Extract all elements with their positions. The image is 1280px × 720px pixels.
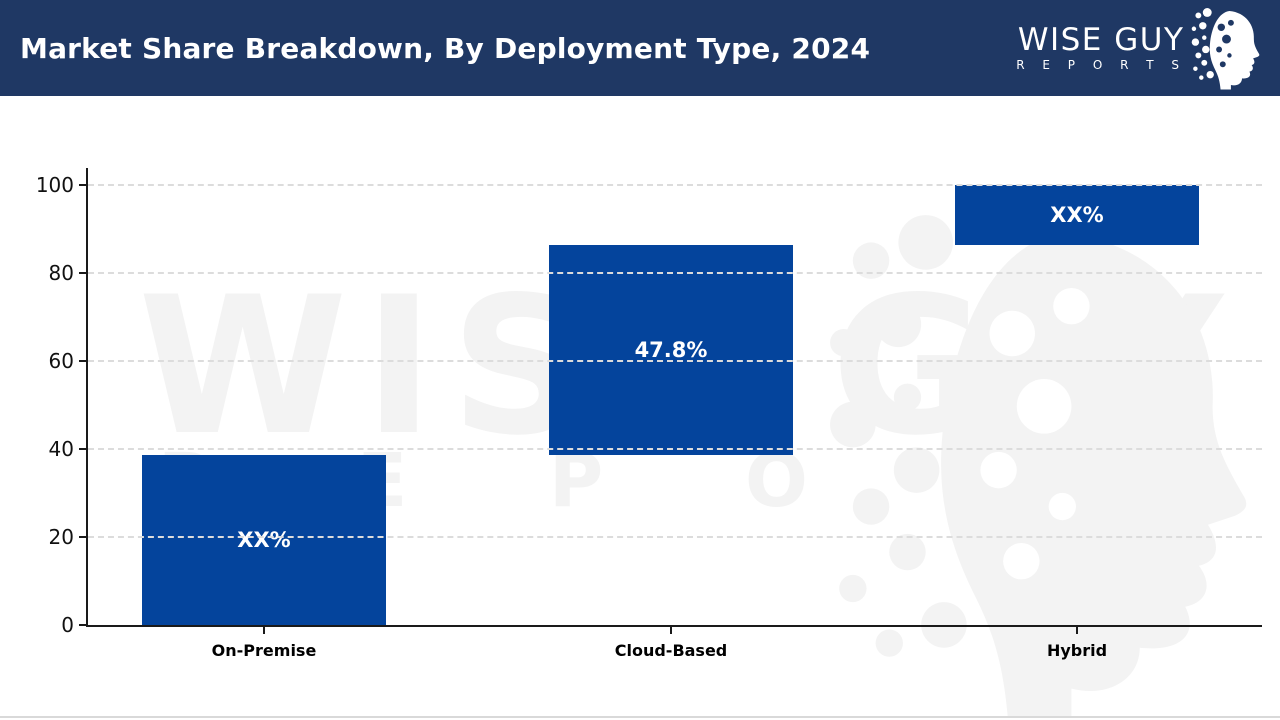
gridline-y20	[88, 536, 1262, 538]
chart-title: Market Share Breakdown, By Deployment Ty…	[20, 31, 871, 65]
bottom-border	[0, 716, 1280, 718]
bar-cloud-based: 47.8%	[549, 244, 793, 456]
logo-head-icon	[1191, 8, 1260, 90]
chart-area: WISE G Y R E P O R T S XX%4	[0, 96, 1280, 720]
x-axis-spine	[86, 625, 1262, 627]
y-axis-spine	[86, 168, 88, 627]
logo-text: WISE GUY R E P O R T S	[1016, 24, 1186, 73]
bar-value-label: XX%	[237, 528, 291, 553]
xtick-label-1: Cloud-Based	[614, 641, 728, 660]
gridline-y60	[88, 360, 1262, 362]
bar-on-premise: XX%	[142, 455, 386, 625]
gridline-y100	[88, 184, 1262, 186]
ytick-80	[79, 272, 88, 274]
xtick-1	[670, 625, 672, 634]
gridline-y80	[88, 272, 1262, 274]
ytick-label-0: 0	[61, 613, 74, 637]
ytick-60	[79, 360, 88, 362]
gridline-y40	[88, 448, 1262, 450]
bar-value-label: 47.8%	[634, 337, 708, 362]
header-bar: Market Share Breakdown, By Deployment Ty…	[0, 0, 1280, 96]
bar-value-label: XX%	[1050, 202, 1104, 227]
xtick-label-0: On-Premise	[211, 641, 317, 660]
ytick-0	[79, 624, 88, 626]
ytick-label-100: 100	[35, 173, 74, 197]
ytick-20	[79, 536, 88, 538]
xtick-2	[1076, 625, 1078, 634]
logo-wordmark: WISE GUY	[1017, 21, 1185, 58]
ytick-label-80: 80	[48, 261, 74, 285]
xtick-0	[263, 625, 265, 634]
ytick-label-40: 40	[48, 437, 74, 461]
ytick-label-20: 20	[48, 525, 74, 549]
ytick-40	[79, 448, 88, 450]
ytick-100	[79, 184, 88, 186]
watermark-head-icon	[830, 215, 1247, 716]
ytick-label-60: 60	[48, 349, 74, 373]
xtick-label-2: Hybrid	[1046, 641, 1108, 660]
logo-subtext: R E P O R T S	[1016, 58, 1186, 73]
wiseguy-logo: WISE GUY R E P O R T S	[1016, 0, 1262, 96]
bar-hybrid: XX%	[955, 185, 1199, 245]
